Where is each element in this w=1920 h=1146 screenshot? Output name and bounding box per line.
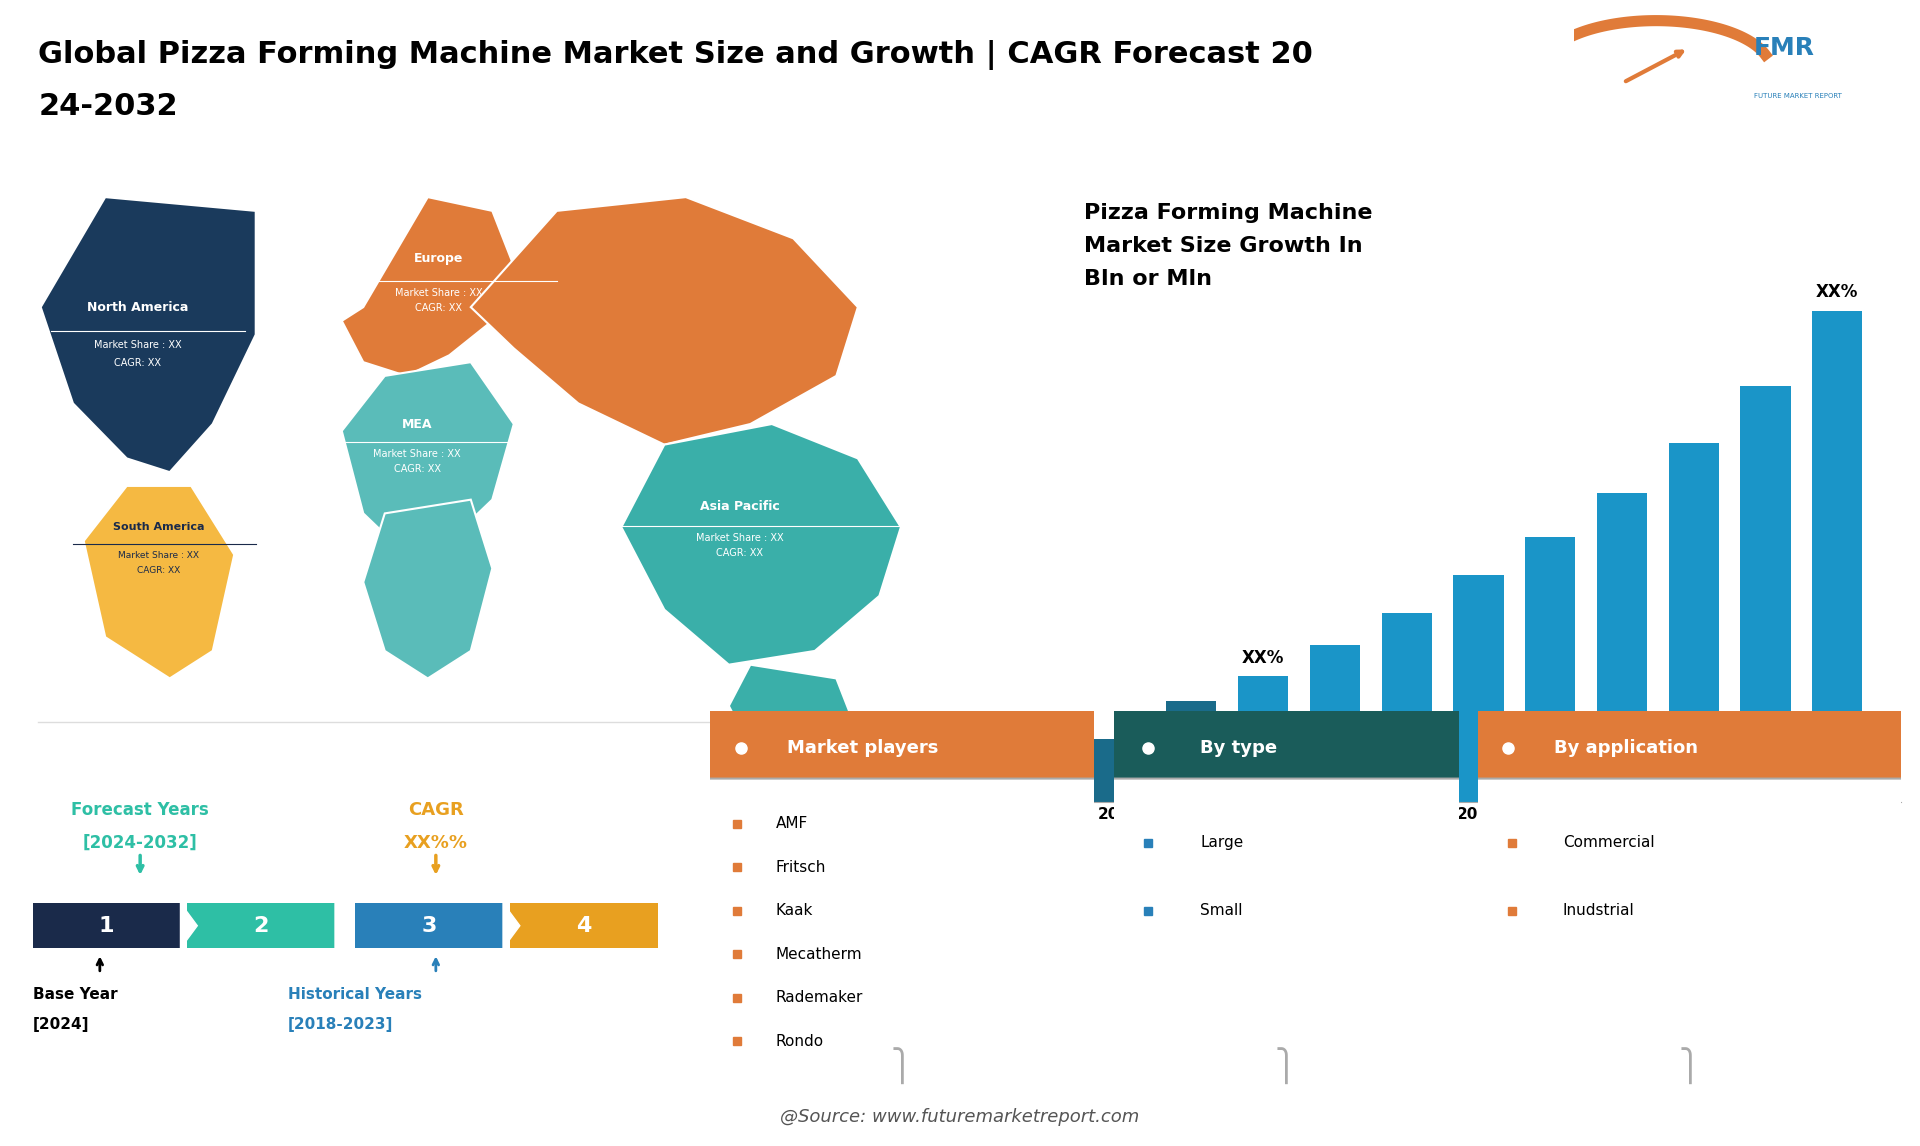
Text: Large: Large: [1200, 835, 1244, 850]
Bar: [1597, 493, 1647, 802]
Text: Pizza Forming Machine
Market Size Growth In
Bln or Mln: Pizza Forming Machine Market Size Growth…: [1083, 203, 1373, 289]
Text: Fritsch: Fritsch: [776, 860, 826, 874]
Polygon shape: [342, 197, 515, 376]
Text: 4: 4: [576, 916, 591, 936]
Text: CAGR: XX: CAGR: XX: [138, 566, 180, 575]
Text: FUTURE MARKET REPORT: FUTURE MARKET REPORT: [1753, 93, 1841, 100]
FancyBboxPatch shape: [703, 778, 1102, 1097]
FancyBboxPatch shape: [1106, 711, 1467, 786]
Text: CAGR: XX: CAGR: XX: [716, 548, 762, 558]
Polygon shape: [342, 362, 515, 555]
Text: Inudstrial: Inudstrial: [1563, 903, 1634, 918]
Text: Market Share : XX: Market Share : XX: [94, 340, 180, 351]
Text: Commercial: Commercial: [1563, 835, 1655, 850]
Text: AMF: AMF: [776, 816, 808, 832]
Text: [2024-2032]: [2024-2032]: [83, 833, 198, 851]
Polygon shape: [334, 903, 351, 949]
Text: Mecatherm: Mecatherm: [776, 947, 862, 961]
Text: Asia Pacific: Asia Pacific: [699, 500, 780, 513]
Bar: [1094, 739, 1144, 802]
Text: MEA: MEA: [401, 417, 432, 431]
Polygon shape: [40, 197, 255, 472]
Text: Market Share : XX: Market Share : XX: [119, 551, 200, 560]
FancyBboxPatch shape: [703, 711, 1102, 786]
Polygon shape: [470, 197, 858, 445]
Text: Market Share : XX: Market Share : XX: [396, 288, 482, 298]
Bar: [1812, 311, 1862, 802]
Text: CAGR: XX: CAGR: XX: [113, 358, 161, 368]
Text: 3: 3: [420, 916, 438, 936]
Text: ⎫: ⎫: [1275, 1047, 1298, 1085]
Text: North America: North America: [86, 300, 188, 314]
Text: Base Year: Base Year: [33, 987, 117, 1002]
Bar: [1382, 613, 1432, 802]
Bar: [1238, 676, 1288, 802]
FancyBboxPatch shape: [186, 903, 334, 949]
Text: Kaak: Kaak: [776, 903, 812, 918]
Polygon shape: [503, 903, 520, 949]
Polygon shape: [180, 903, 198, 949]
FancyBboxPatch shape: [355, 903, 503, 949]
Text: FMR: FMR: [1753, 37, 1814, 60]
FancyBboxPatch shape: [509, 903, 657, 949]
Text: XX%%: XX%%: [403, 833, 468, 851]
Text: 1: 1: [98, 916, 115, 936]
Text: Forecast Years: Forecast Years: [71, 801, 209, 818]
FancyBboxPatch shape: [1471, 711, 1908, 786]
Bar: [1309, 644, 1359, 802]
Text: Rondo: Rondo: [776, 1034, 824, 1049]
Bar: [1740, 386, 1791, 802]
Text: By type: By type: [1200, 739, 1277, 758]
Bar: [1165, 701, 1217, 802]
Text: By application: By application: [1555, 739, 1699, 758]
Text: [2024]: [2024]: [33, 1018, 88, 1033]
Text: CAGR: XX: CAGR: XX: [394, 464, 440, 474]
Text: ⎫: ⎫: [891, 1047, 914, 1085]
Text: 24-2032: 24-2032: [38, 92, 179, 120]
Text: Market Share : XX: Market Share : XX: [695, 533, 783, 543]
FancyBboxPatch shape: [1471, 778, 1908, 1097]
Text: ⎫: ⎫: [1678, 1047, 1701, 1085]
Text: CAGR: XX: CAGR: XX: [415, 304, 463, 313]
Text: Market Share : XX: Market Share : XX: [372, 449, 461, 460]
Text: Small: Small: [1200, 903, 1242, 918]
Bar: [1668, 442, 1718, 802]
Text: Market players: Market players: [787, 739, 939, 758]
Polygon shape: [84, 486, 234, 678]
Text: [2018-2023]: [2018-2023]: [288, 1018, 394, 1033]
FancyBboxPatch shape: [1106, 778, 1467, 1097]
Text: CAGR: CAGR: [407, 801, 465, 818]
Text: South America: South America: [113, 523, 205, 532]
Polygon shape: [363, 500, 492, 678]
Text: Global Pizza Forming Machine Market Size and Growth | CAGR Forecast 20: Global Pizza Forming Machine Market Size…: [38, 40, 1313, 70]
FancyBboxPatch shape: [33, 903, 180, 949]
Text: @Source: www.futuremarketreport.com: @Source: www.futuremarketreport.com: [780, 1108, 1140, 1127]
Text: XX%: XX%: [1816, 283, 1859, 301]
Text: 2: 2: [253, 916, 269, 936]
Polygon shape: [622, 424, 900, 665]
Text: Europe: Europe: [415, 252, 463, 266]
Bar: [1453, 575, 1503, 802]
Text: XX%: XX%: [1242, 649, 1284, 667]
Text: Rademaker: Rademaker: [776, 990, 864, 1005]
Polygon shape: [730, 665, 858, 761]
Bar: [1524, 537, 1574, 802]
Text: Historical Years: Historical Years: [288, 987, 422, 1002]
